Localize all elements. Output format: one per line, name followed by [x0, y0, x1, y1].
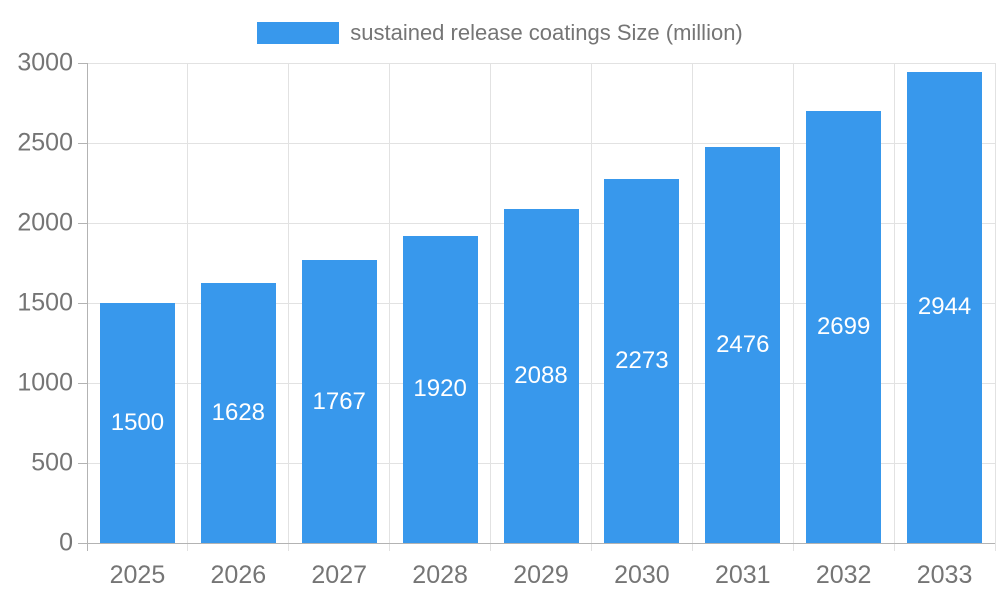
gridline-vertical — [389, 63, 391, 551]
x-tick-label: 2029 — [513, 561, 569, 589]
x-tick-label: 2025 — [109, 561, 166, 589]
x-tick-label: 2030 — [614, 561, 670, 589]
y-axis-tick — [78, 542, 87, 544]
x-tick-label: 2032 — [815, 561, 872, 589]
bar-value-label: 2088 — [514, 361, 568, 389]
y-tick-label: 2000 — [17, 208, 73, 237]
y-tick-label: 1500 — [17, 288, 73, 317]
bar-value-label: 1767 — [312, 387, 366, 415]
x-tick-label: 2027 — [311, 561, 368, 589]
bar-value-label: 1920 — [413, 375, 467, 403]
legend-label: sustained release coatings Size (million… — [350, 20, 743, 45]
bar: 2088 — [503, 208, 579, 543]
y-tick-label: 2500 — [17, 128, 73, 157]
bar: 2944 — [907, 71, 983, 543]
y-axis-line — [86, 63, 88, 551]
x-axis-line — [87, 542, 995, 544]
legend-swatch — [257, 22, 340, 44]
gridline-vertical — [288, 63, 290, 551]
bar: 2476 — [705, 146, 781, 543]
x-tick-label: 2033 — [916, 561, 973, 589]
y-axis-tick — [78, 62, 87, 64]
gridline-horizontal — [87, 142, 995, 144]
gridline-vertical — [490, 63, 492, 551]
y-tick-label: 500 — [31, 448, 73, 477]
bar-value-label: 1628 — [211, 398, 266, 426]
bar-value-label: 1500 — [110, 409, 165, 436]
bar: 2273 — [604, 179, 680, 543]
legend-item[interactable]: sustained release coatings Size (million… — [0, 20, 1000, 46]
bar-value-label: 2699 — [816, 313, 871, 341]
y-tick-label: 0 — [59, 528, 73, 557]
gridline-vertical — [691, 63, 693, 551]
bar: 2699 — [806, 111, 882, 543]
y-tick-label: 1000 — [17, 368, 73, 397]
bar: 1920 — [402, 235, 478, 543]
gridline-vertical — [187, 63, 189, 551]
bar-value-label: 2944 — [917, 293, 972, 321]
y-axis-tick — [78, 222, 87, 224]
x-tick-label: 2031 — [714, 561, 771, 589]
x-tick-label: 2028 — [412, 561, 468, 589]
bar: 1767 — [301, 260, 377, 543]
bar-value-label: 2273 — [615, 347, 669, 375]
y-tick-label: 3000 — [17, 48, 73, 77]
gridline-vertical — [792, 63, 794, 551]
gridline-vertical — [994, 63, 996, 551]
y-axis-tick — [78, 382, 87, 384]
y-axis-tick — [78, 462, 87, 464]
y-axis-tick — [78, 142, 87, 144]
bar: 1628 — [200, 282, 276, 543]
gridline-horizontal — [87, 62, 995, 64]
x-tick-label: 2026 — [210, 561, 267, 589]
bar-value-label: 2476 — [716, 330, 770, 358]
bar: 1500 — [99, 303, 175, 543]
y-axis-tick — [78, 302, 87, 304]
gridline-vertical — [590, 63, 592, 551]
gridline-vertical — [893, 63, 895, 551]
